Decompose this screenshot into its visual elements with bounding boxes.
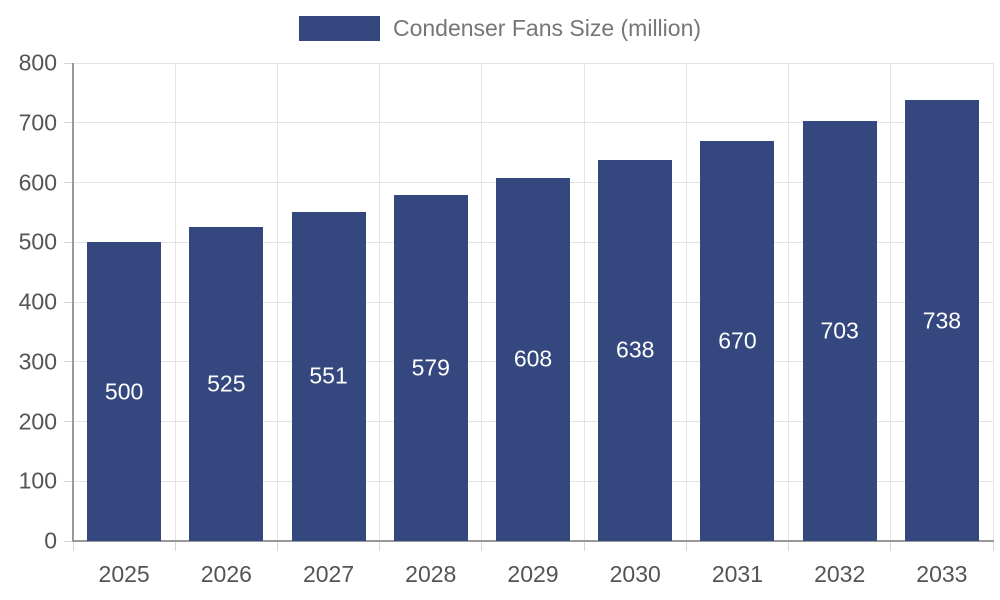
x-axis-tick — [72, 542, 74, 551]
x-axis-tick-label: 2029 — [507, 561, 559, 587]
bar-2025[interactable] — [87, 242, 162, 541]
bar-2029[interactable] — [496, 177, 570, 541]
y-axis-tick-label: 700 — [18, 109, 57, 136]
bar-value-label: 525 — [207, 370, 246, 397]
bar-2031[interactable] — [700, 140, 775, 541]
y-axis-tick-label: 100 — [18, 467, 57, 494]
x-axis-tick — [992, 542, 994, 551]
y-axis-tick-label: 800 — [18, 49, 57, 76]
bar-value-label: 738 — [922, 307, 962, 334]
x-gridline — [583, 63, 585, 541]
x-gridline — [379, 63, 381, 541]
x-gridline — [276, 63, 278, 541]
x-axis-tick-label: 2031 — [711, 561, 764, 587]
bar-value-label: 670 — [718, 327, 757, 354]
x-axis-tick-label: 2030 — [609, 561, 661, 587]
y-axis-tick — [64, 122, 73, 124]
x-axis-tick — [890, 542, 892, 551]
y-axis-tick-label: 300 — [18, 348, 57, 375]
legend-swatch — [298, 16, 380, 41]
x-gridline — [788, 63, 790, 541]
y-axis-tick — [64, 241, 73, 243]
x-axis-tick-label: 2026 — [200, 561, 252, 587]
x-axis-tick — [481, 542, 483, 551]
x-axis-tick-label: 2025 — [98, 561, 150, 587]
x-gridline — [992, 63, 994, 541]
bar-2028[interactable] — [393, 195, 468, 541]
y-axis-tick-label: 0 — [44, 527, 57, 554]
x-axis-tick — [276, 542, 278, 551]
y-gridline — [73, 122, 993, 124]
y-axis-tick-label: 200 — [18, 408, 57, 434]
bar-value-label: 638 — [616, 336, 655, 363]
bar-value-label: 551 — [309, 362, 348, 389]
y-axis-tick — [64, 361, 73, 363]
legend[interactable]: Condenser Fans Size (million) — [0, 16, 1000, 41]
bar-value-label: 500 — [104, 378, 144, 405]
x-gridline — [174, 63, 176, 541]
bar-2032[interactable] — [802, 120, 877, 541]
bar-value-label: 608 — [513, 345, 553, 372]
x-axis-tick — [174, 542, 176, 551]
bar-2033[interactable] — [904, 100, 979, 541]
x-gridline — [685, 63, 687, 541]
x-gridline — [890, 63, 892, 541]
y-gridline — [73, 62, 993, 64]
y-axis-line — [72, 63, 74, 542]
x-axis-line — [72, 540, 994, 542]
y-axis-tick-label: 500 — [18, 228, 57, 255]
bar-value-label: 703 — [820, 317, 859, 344]
bar-2027[interactable] — [291, 211, 366, 541]
y-axis-tick — [64, 480, 73, 482]
y-axis-tick — [64, 301, 73, 303]
y-axis-tick — [64, 421, 73, 422]
x-axis-tick — [685, 542, 687, 551]
y-axis-tick — [64, 62, 73, 64]
x-axis-tick — [583, 542, 585, 551]
legend-label: Condenser Fans Size (million) — [392, 15, 702, 41]
bar-value-label: 579 — [411, 354, 450, 381]
x-axis-tick-label: 2032 — [814, 561, 866, 587]
x-gridline — [481, 63, 483, 541]
y-axis-tick-label: 600 — [18, 169, 57, 195]
x-axis-tick-label: 2027 — [302, 561, 355, 587]
y-axis-tick — [64, 182, 73, 183]
y-axis-tick-label: 400 — [18, 288, 57, 315]
bar-2026[interactable] — [189, 227, 264, 541]
x-axis-tick — [379, 542, 381, 551]
x-axis-tick — [788, 542, 790, 551]
x-axis-tick-label: 2033 — [916, 561, 968, 587]
bar-2030[interactable] — [598, 159, 673, 541]
y-axis-tick — [64, 540, 73, 542]
x-axis-tick-label: 2028 — [405, 561, 457, 587]
